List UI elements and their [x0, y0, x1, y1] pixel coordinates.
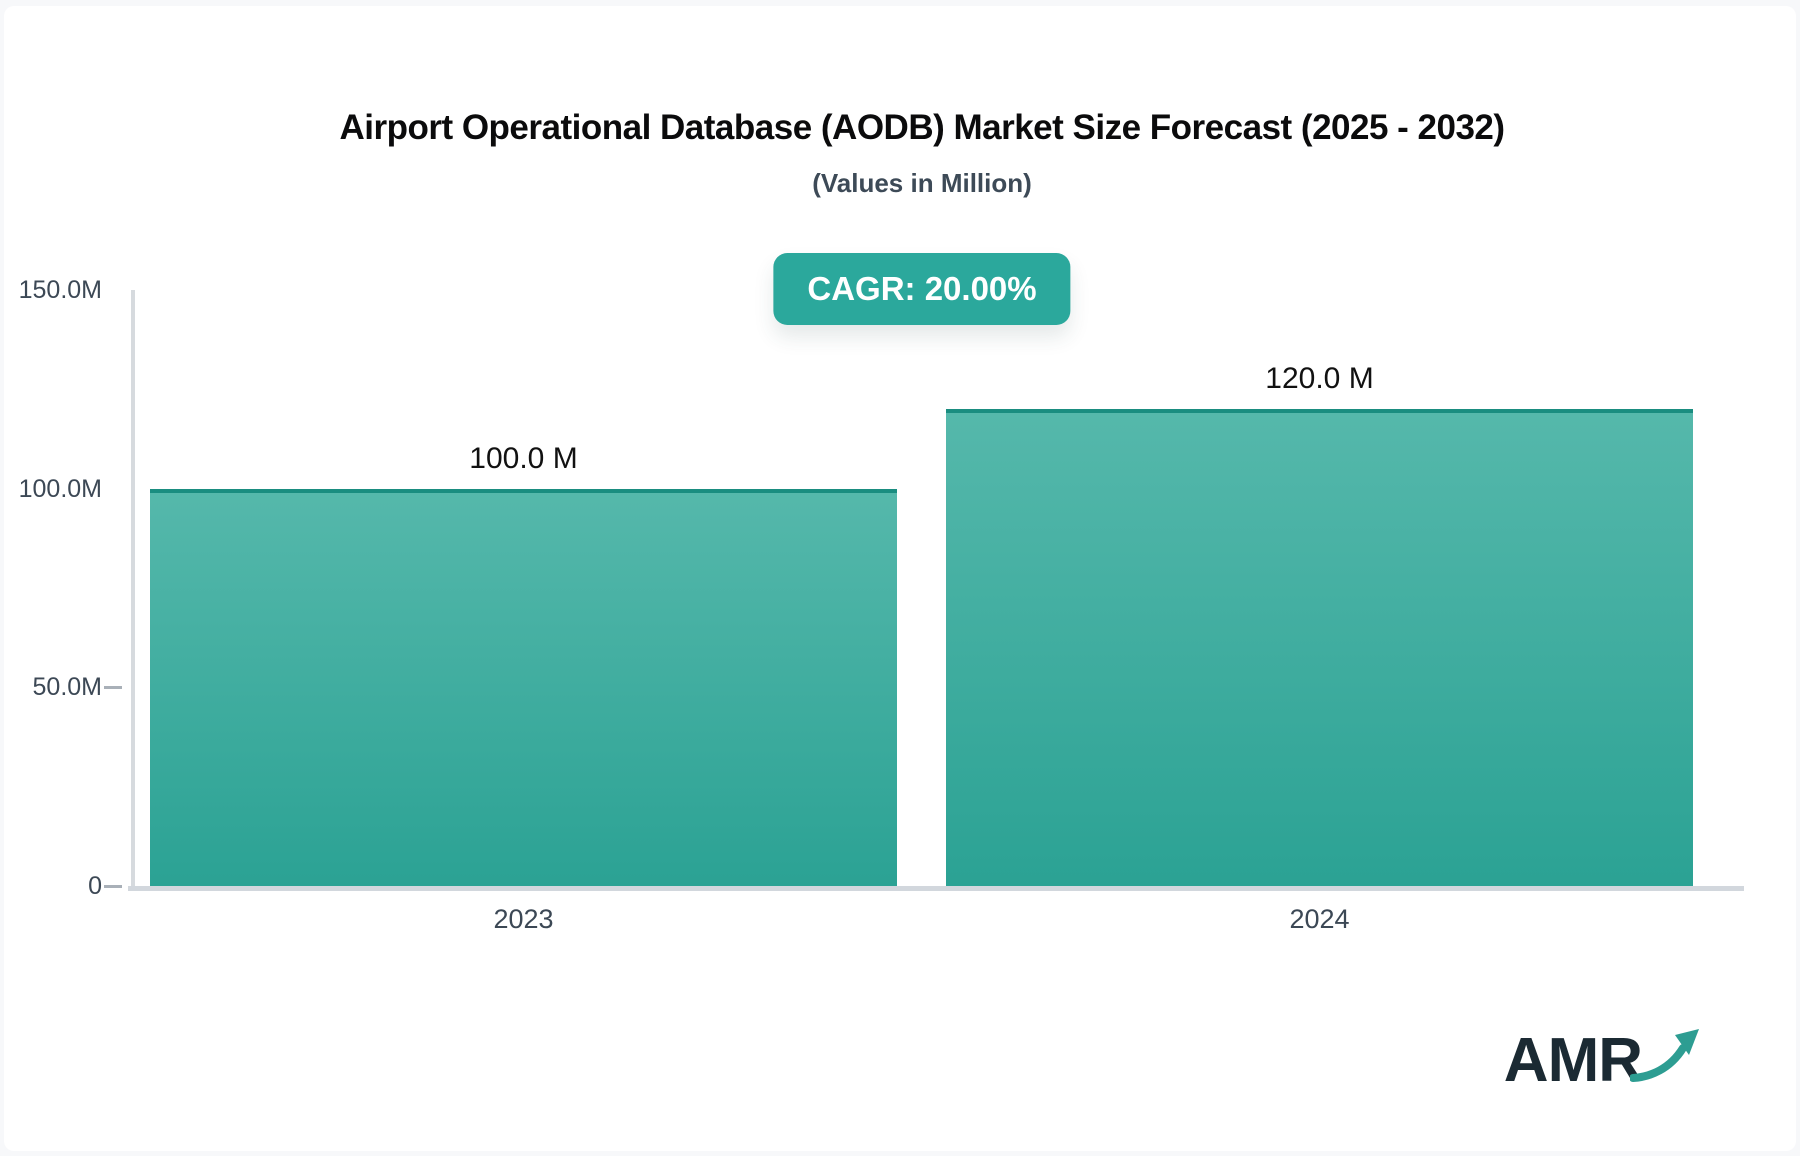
bar-2024: [946, 409, 1693, 886]
bar-2023: [150, 488, 897, 886]
bar-value-label: 120.0 M: [1265, 362, 1374, 396]
y-axis-tick: [104, 686, 122, 690]
x-axis-label: 2023: [493, 904, 554, 934]
amr-logo: AMR: [1503, 1026, 1702, 1095]
bar-value-label: 100.0 M: [469, 441, 578, 475]
chart-title: Airport Operational Database (AODB) Mark…: [339, 108, 1505, 147]
y-axis-label: 50.0M: [32, 673, 102, 702]
amr-logo-text: AMR: [1503, 1026, 1643, 1095]
trend-up-arrow-icon: [1629, 1026, 1702, 1091]
x-axis-line: [128, 886, 1744, 891]
y-axis-label: 0: [88, 872, 102, 900]
chart-subtitle: (Values in Million): [812, 168, 1032, 198]
y-axis-tick: [104, 885, 122, 888]
y-axis-label: 150.0M: [18, 276, 102, 304]
y-axis-line: [131, 290, 135, 886]
y-axis-label: 100.0M: [18, 474, 102, 503]
cagr-badge: CAGR: 20.00%: [773, 253, 1071, 325]
x-axis-label: 2024: [1289, 904, 1350, 934]
